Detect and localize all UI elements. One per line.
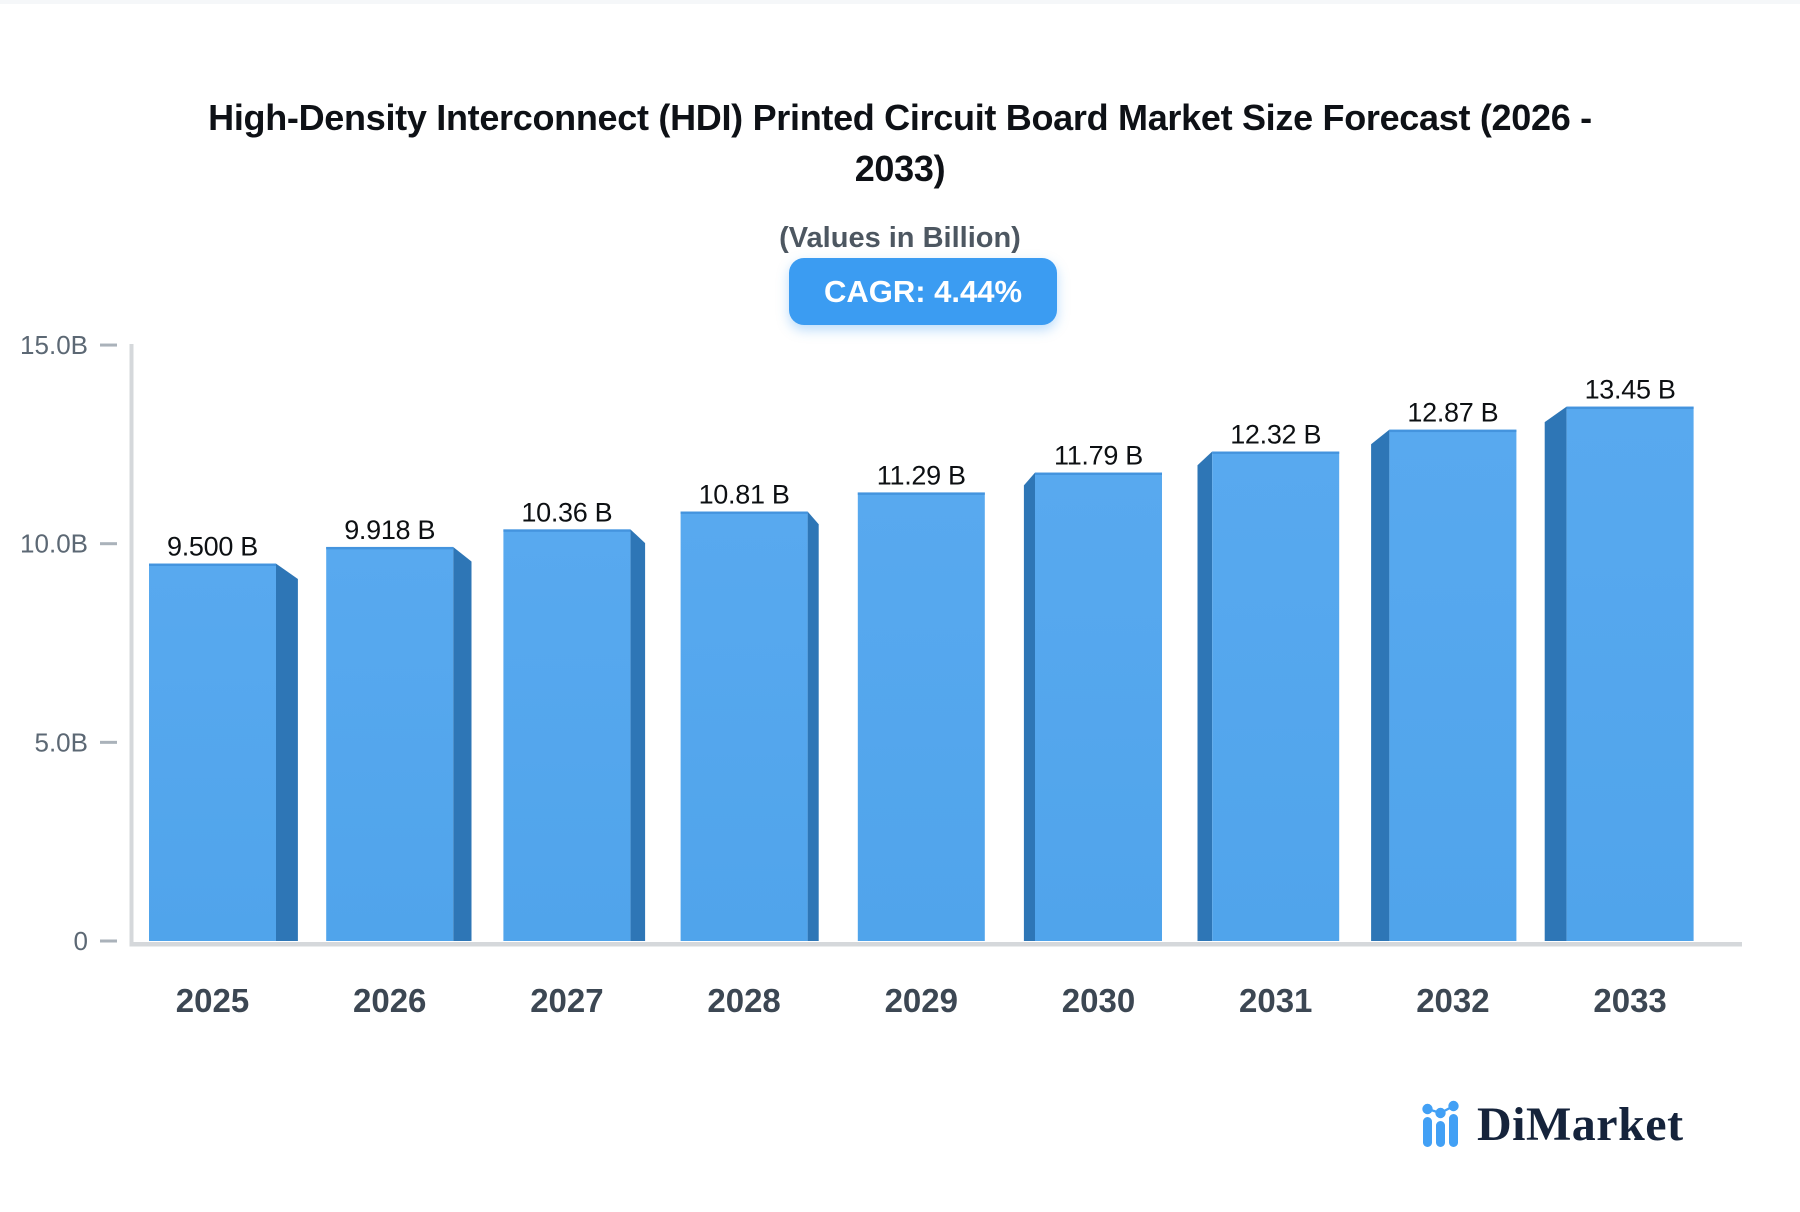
y-axis-line: [129, 344, 134, 946]
bar-value-label: 11.29 B: [877, 460, 966, 490]
bar-side-2028: [807, 511, 819, 941]
bar-top-edge: [857, 492, 985, 495]
top-strip: [0, 0, 1800, 4]
y-axis-tick: [100, 939, 117, 943]
x-axis-label: 2026: [353, 982, 426, 1019]
bar-top-edge: [1212, 451, 1340, 454]
bar-top-edge: [503, 529, 631, 532]
bar-2032: [1389, 429, 1517, 941]
bar-chart-logo-icon: [1422, 1100, 1459, 1147]
chart-subtitle: (Values in Billion): [779, 222, 1021, 254]
y-axis-label: 10.0B: [20, 529, 88, 559]
bar-2026: [326, 546, 454, 941]
x-axis-label: 2027: [530, 982, 603, 1019]
x-axis-line: [129, 942, 1742, 947]
bar-side-2032: [1371, 429, 1390, 941]
brand-logo: DiMarket: [1420, 1094, 1684, 1151]
bar-top-edge: [1035, 472, 1162, 475]
y-axis-label: 15.0B: [20, 330, 88, 360]
x-axis-label: 2032: [1416, 982, 1489, 1019]
bar-value-label: 10.81 B: [699, 480, 790, 510]
y-axis-label: 0: [74, 926, 88, 956]
bar-value-label: 12.87 B: [1407, 398, 1498, 428]
y-axis-label: 5.0B: [35, 727, 89, 757]
chart-title: High-Density Interconnect (HDI) Printed …: [0, 92, 1800, 194]
brand-logo-text: DiMarket: [1477, 1098, 1684, 1151]
y-axis-tick: [100, 343, 117, 347]
x-axis-label: 2029: [885, 982, 958, 1019]
bar-side-2031: [1197, 451, 1213, 941]
bar-top-edge: [1566, 406, 1694, 410]
bar-top-edge: [1389, 429, 1517, 433]
bar-2029: [857, 492, 985, 941]
bar-value-label: 9.500 B: [167, 532, 258, 562]
bar-2031: [1212, 451, 1340, 941]
bar-value-label: 9.918 B: [344, 515, 435, 545]
x-axis-label: 2025: [176, 982, 249, 1019]
bar-value-label: 11.79 B: [1054, 441, 1143, 471]
bar-side-2025: [276, 563, 298, 941]
x-axis-label: 2030: [1062, 982, 1135, 1019]
x-axis-label: 2031: [1239, 982, 1312, 1019]
bar-value-label: 12.32 B: [1230, 420, 1321, 450]
bar-side-2027: [630, 529, 646, 941]
bar-side-2026: [453, 546, 472, 941]
cagr-badge: CAGR: 4.44%: [789, 258, 1057, 325]
bar-side-2033: [1544, 406, 1567, 942]
bar-2027: [503, 529, 631, 941]
chart-title-line2: 2033): [854, 148, 946, 189]
x-axis-label: 2028: [707, 982, 780, 1019]
bar-2033: [1566, 406, 1694, 942]
bar-side-2030: [1023, 472, 1035, 941]
bar-top-edge: [326, 546, 454, 550]
x-axis-label: 2033: [1593, 982, 1666, 1019]
bar-value-label: 10.36 B: [521, 497, 612, 527]
bar-top-edge: [680, 511, 808, 514]
bar-2030: [1035, 472, 1162, 941]
bar-2028: [680, 511, 808, 941]
bar-2025: [149, 563, 276, 941]
chart-title-line1: High-Density Interconnect (HDI) Printed …: [208, 97, 1592, 138]
y-axis-tick: [100, 740, 117, 744]
bar-value-label: 13.45 B: [1585, 375, 1676, 405]
y-axis-tick: [100, 542, 117, 546]
bar-top-edge: [149, 563, 276, 566]
